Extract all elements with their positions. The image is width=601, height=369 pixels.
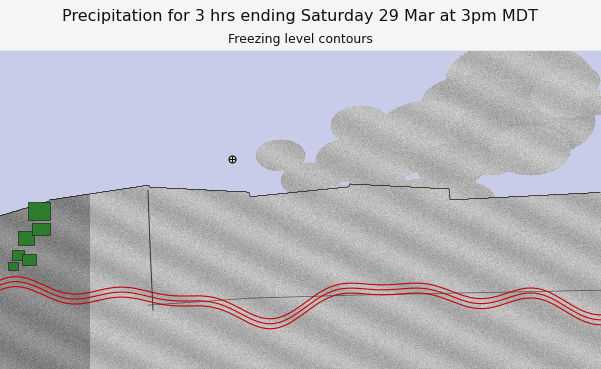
Text: Freezing level contours: Freezing level contours [228,33,373,46]
Bar [12,250,24,260]
Bar [22,254,36,265]
Bar [32,223,50,235]
Text: Precipitation for 3 hrs ending Saturday 29 Mar at 3pm MDT: Precipitation for 3 hrs ending Saturday … [63,9,538,24]
Bar [8,262,18,270]
Bar [18,231,34,245]
Bar [28,203,50,220]
